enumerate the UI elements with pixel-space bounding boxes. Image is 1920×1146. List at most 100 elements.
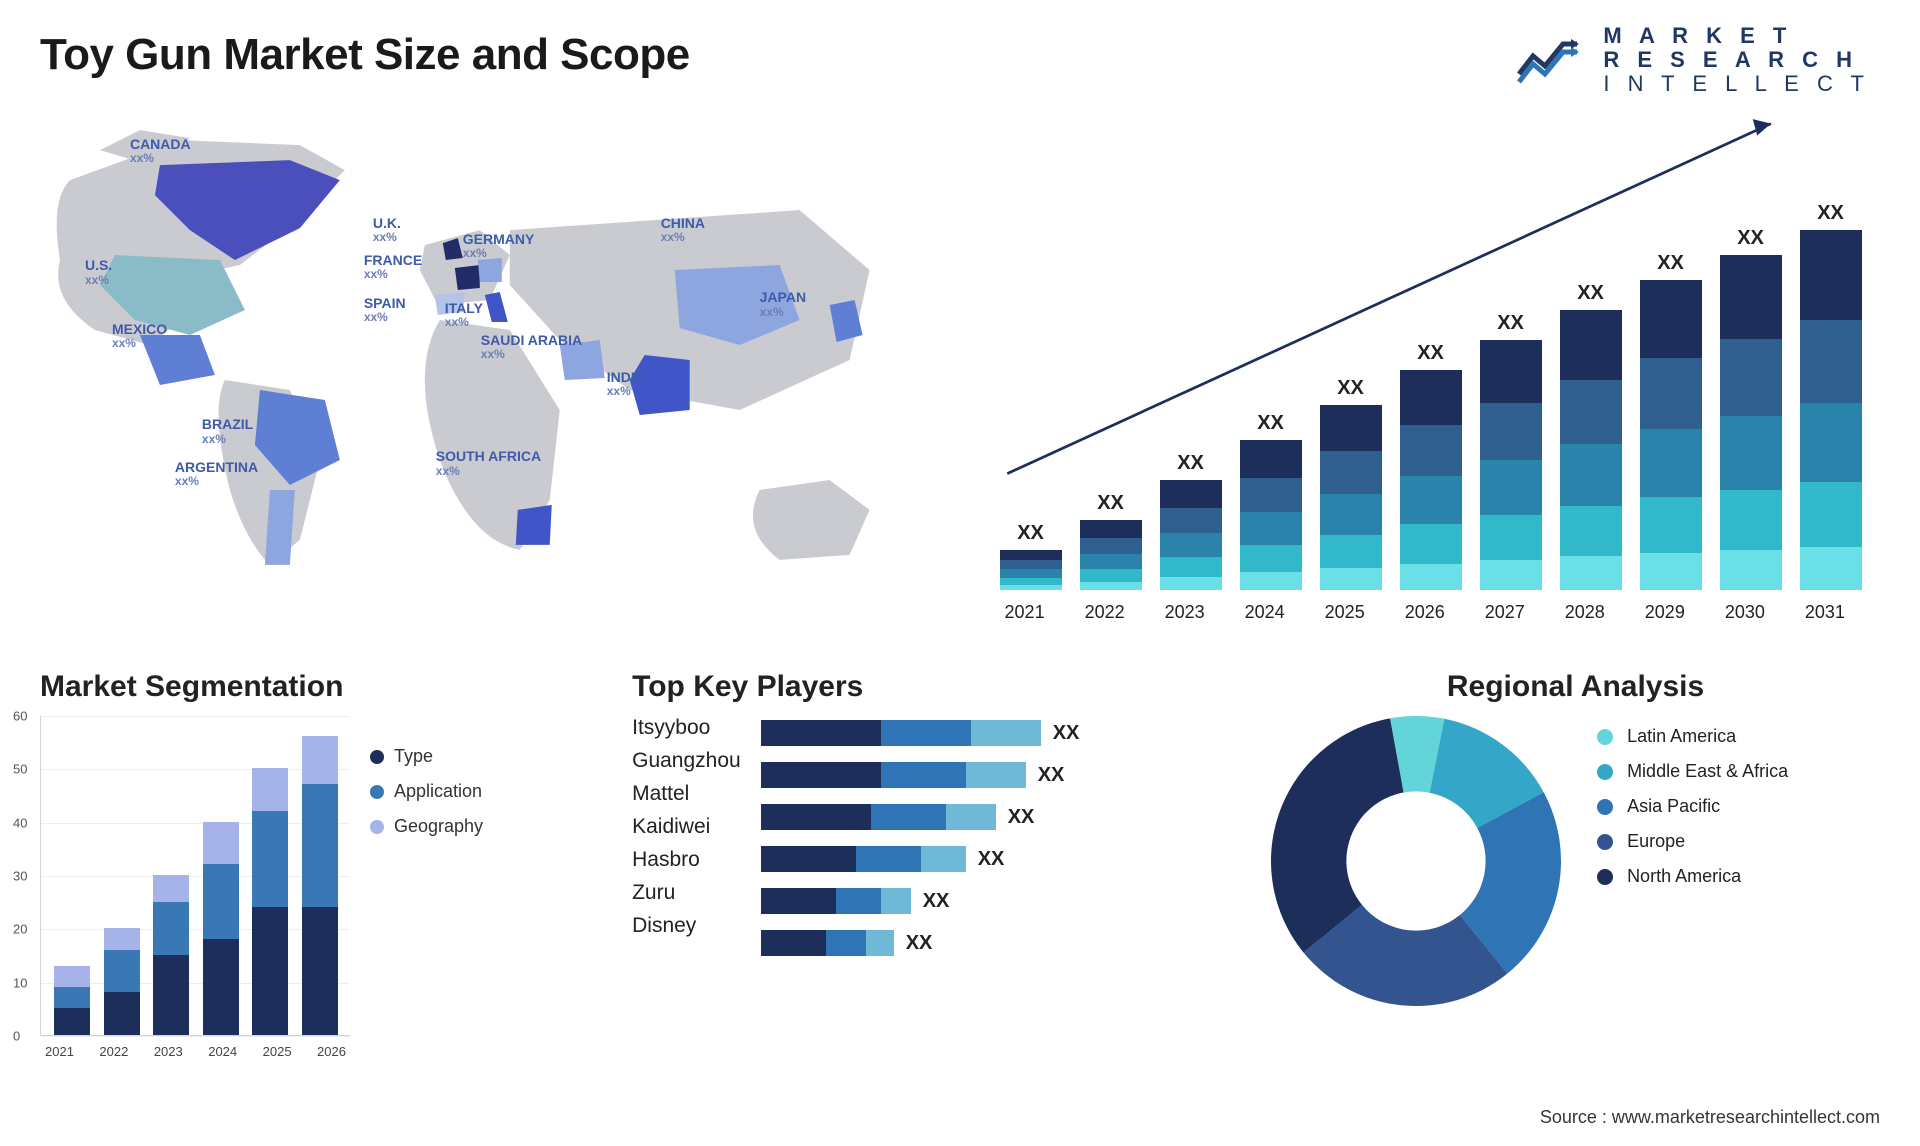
y-tick-label: 40 [13,815,27,830]
bar-value-label: XX [1080,492,1142,515]
seg-bar-segment [104,928,140,949]
bar-segment [1000,585,1062,590]
map-label: CANADAxx% [130,137,191,166]
map-label: SAUDI ARABIAxx% [481,333,582,362]
growth-bar-xlabel: 2024 [1230,602,1300,630]
seg-bar-segment [104,950,140,993]
seg-xlabel: 2021 [45,1044,74,1059]
growth-bar: XX [1480,340,1542,590]
top-key-players-panel: Top Key Players ItsyybooGuangzhouMattelK… [632,670,1241,1110]
player-name: Mattel [632,782,741,806]
player-bar-row: XX [761,802,1241,832]
market-segmentation-panel: Market Segmentation 20212022202320242025… [40,670,602,1110]
regional-analysis-panel: Regional Analysis Latin AmericaMiddle Ea… [1271,670,1880,1110]
player-name: Zuru [632,881,741,905]
player-bar-segment [881,720,971,746]
player-bar-row: XX [761,718,1241,748]
bar-segment [1800,482,1862,547]
bar-segment [1640,280,1702,358]
y-tick-label: 0 [13,1029,20,1044]
growth-bar-xlabel: 2030 [1710,602,1780,630]
seg-xlabel: 2026 [317,1044,346,1059]
growth-bar-xlabel: 2023 [1150,602,1220,630]
seg-bar-segment [302,784,338,907]
player-bar-value: XX [1053,722,1080,745]
player-name: Disney [632,914,741,938]
player-bar-segment [966,762,1026,788]
bar-segment [1080,554,1142,569]
y-tick-label: 10 [13,975,27,990]
player-names: ItsyybooGuangzhouMattelKaidiweiHasbroZur… [632,716,741,958]
seg-bar-segment [252,768,288,811]
player-bar-segment [881,888,911,914]
bar-segment [1800,320,1862,403]
map-svg [40,110,940,640]
player-bar-value: XX [1008,806,1035,829]
seg-xlabel: 2023 [154,1044,183,1059]
growth-bar-xlabel: 2025 [1310,602,1380,630]
growth-bar: XX [1320,405,1382,590]
growth-bar: XX [1400,370,1462,590]
bar-segment [1480,560,1542,590]
seg-bar-segment [252,811,288,907]
seg-xlabel: 2024 [208,1044,237,1059]
bar-value-label: XX [1720,227,1782,250]
legend-item: North America [1597,866,1788,887]
bar-segment [1400,524,1462,564]
player-bar [761,846,966,872]
player-bar [761,720,1041,746]
seg-bar-segment [252,907,288,1035]
player-bar-segment [971,720,1041,746]
player-bar-segment [921,846,966,872]
map-label: JAPANxx% [760,290,806,319]
bar-segment [1320,535,1382,568]
bar-segment [1160,557,1222,577]
bar-segment [1640,553,1702,590]
bar-segment [1560,310,1622,380]
growth-bar: XX [1000,550,1062,590]
donut-legend: Latin AmericaMiddle East & AfricaAsia Pa… [1597,726,1788,887]
bar-segment [1080,569,1142,582]
player-bar [761,762,1026,788]
bar-segment [1560,380,1622,444]
growth-bar-xlabel: 2031 [1790,602,1860,630]
map-label: FRANCExx% [364,253,422,282]
bar-segment [1720,490,1782,550]
player-bar-value: XX [978,848,1005,871]
seg-bar-segment [153,875,189,902]
players-title: Top Key Players [632,670,1241,704]
segmentation-legend: TypeApplicationGeography [370,746,483,851]
legend-item: Asia Pacific [1597,796,1788,817]
bar-segment [1720,416,1782,490]
seg-bar-segment [203,864,239,939]
player-bars-chart: XXXXXXXXXXXX [761,716,1241,958]
bar-segment [1480,460,1542,515]
player-bar-segment [761,720,881,746]
logo-text: M A R K E T R E S E A R C H I N T E L L … [1603,24,1870,97]
bar-segment [1000,578,1062,585]
bar-segment [1400,370,1462,425]
y-tick-label: 20 [13,922,27,937]
player-bar-value: XX [906,932,933,955]
bar-segment [1080,520,1142,538]
bar-segment [1640,497,1702,553]
seg-bar-segment [203,939,239,1035]
player-bar-row: XX [761,928,1241,958]
map-label: ITALYxx% [445,301,483,330]
seg-bar-segment [54,1008,90,1035]
seg-bar-segment [104,992,140,1035]
player-name: Kaidiwei [632,815,741,839]
seg-xlabel: 2025 [263,1044,292,1059]
bar-segment [1400,564,1462,590]
bar-segment [1400,476,1462,524]
legend-dot-icon [1597,869,1613,885]
donut-title: Regional Analysis [1271,670,1880,704]
player-bar-segment [866,930,894,956]
bar-segment [1240,545,1302,572]
player-bar-segment [946,804,996,830]
growth-bar-xlabel: 2021 [990,602,1060,630]
player-bar-row: XX [761,844,1241,874]
seg-bar-segment [54,987,90,1008]
legend-item: Middle East & Africa [1597,761,1788,782]
bar-segment [1320,568,1382,590]
